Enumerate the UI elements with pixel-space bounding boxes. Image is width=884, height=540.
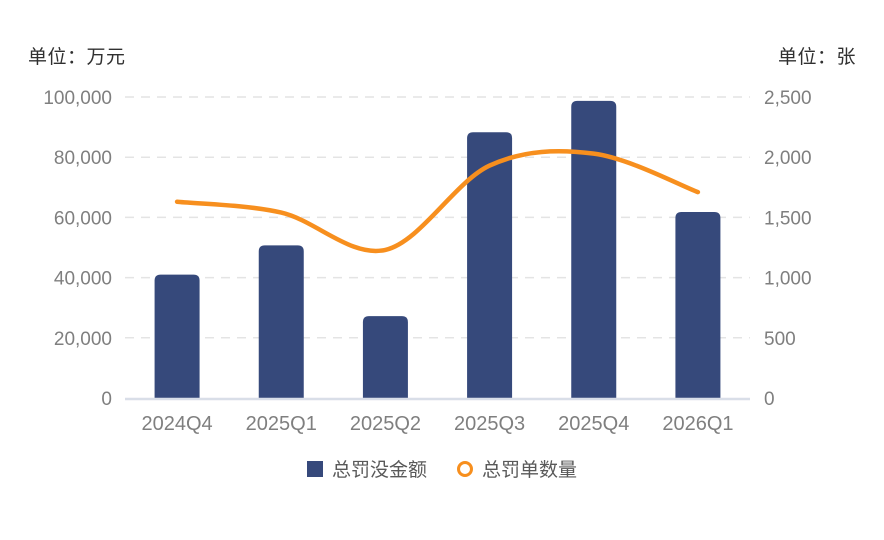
line-series-path — [174, 148, 701, 254]
bar — [467, 132, 513, 399]
y-axis-tick-label-left: 80,000 — [54, 148, 112, 169]
legend: 总罚没金额 总罚单数量 — [0, 455, 884, 482]
y-axis-tick-label-right: 1,500 — [764, 208, 812, 229]
legend-label-line-series: 总罚单数量 — [482, 460, 578, 481]
y-axis-tick-label-right: 0 — [764, 389, 775, 410]
x-axis-label: 2025Q2 — [350, 413, 421, 435]
x-axis-label: 2025Q4 — [558, 413, 629, 435]
legend-item-bar-series[interactable]: 总罚没金额 — [306, 455, 427, 482]
y-axis-tick-label-right: 500 — [764, 329, 796, 350]
x-axis-label: 2026Q1 — [662, 413, 733, 435]
bar — [258, 245, 304, 398]
y-axis-tick-label-left: 100,000 — [43, 88, 112, 109]
bar — [154, 274, 200, 398]
legend-item-line-series[interactable]: 总罚单数量 — [457, 455, 577, 482]
line-series-swatch-icon — [457, 460, 473, 477]
y-axis-tick-label-left: 60,000 — [54, 208, 112, 229]
x-axis-label: 2024Q4 — [141, 413, 212, 435]
x-axis-label: 2025Q1 — [246, 413, 317, 435]
y-axis-tick-label-left: 20,000 — [54, 329, 112, 350]
legend-label-bar-series: 总罚没金额 — [331, 460, 427, 481]
bar — [675, 211, 721, 398]
bar — [571, 100, 617, 399]
left-axis-unit-label: 单位：万元 — [28, 47, 126, 68]
x-axis-label: 2025Q3 — [454, 413, 525, 435]
bar-series-swatch-icon — [306, 460, 323, 477]
y-axis-tick-label-right: 2,500 — [764, 88, 812, 109]
y-axis-tick-label-left: 0 — [101, 389, 112, 410]
y-axis-tick-label-right: 2,000 — [764, 148, 812, 169]
y-axis-tick-label-right: 1,000 — [764, 269, 812, 290]
y-axis-tick-label-left: 40,000 — [54, 269, 112, 290]
bar — [362, 316, 408, 398]
right-axis-unit-label: 单位：张 — [777, 47, 856, 68]
